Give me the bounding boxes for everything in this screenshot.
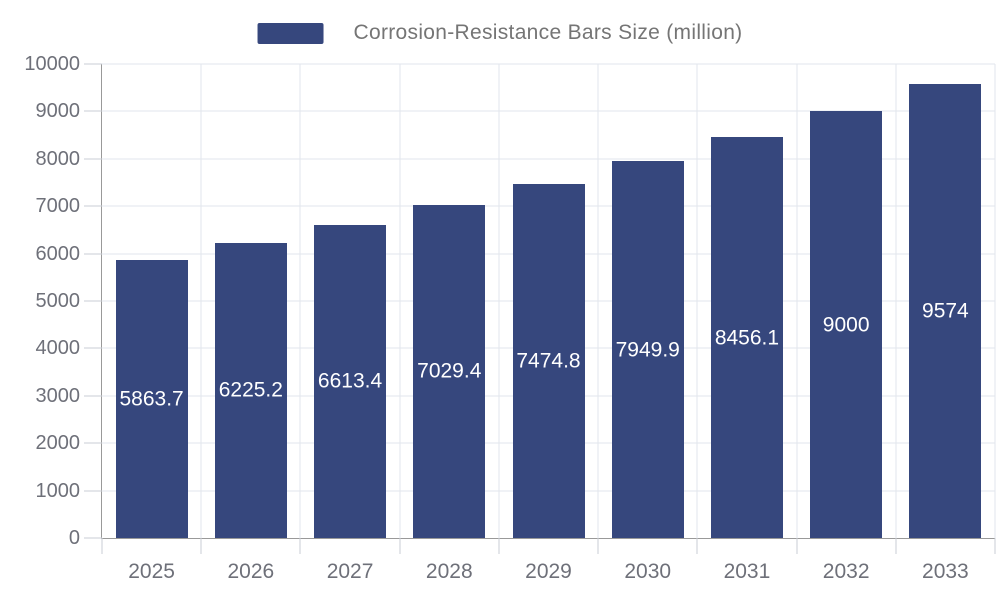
v-gridline	[597, 64, 599, 538]
y-tick	[84, 110, 102, 112]
x-tick-label: 2029	[525, 560, 572, 583]
x-tick	[696, 538, 698, 554]
v-gridline	[498, 64, 500, 538]
x-tick	[399, 538, 401, 554]
x-tick	[994, 538, 996, 554]
x-tick-label: 2032	[822, 560, 870, 583]
y-tick-label: 8000	[35, 147, 81, 170]
y-tick	[84, 490, 102, 492]
y-tick-label: 5000	[35, 290, 81, 312]
x-tick	[498, 538, 500, 554]
x-tick	[101, 538, 103, 554]
x-tick	[200, 538, 202, 554]
bar: 7029.4	[413, 204, 486, 538]
y-tick	[84, 253, 102, 255]
plot-area: 0 1000 2000 3000 4000 5000 6000 7000 8000 9000 100…	[24, 54, 996, 582]
y-tick	[84, 537, 102, 539]
v-gridline	[299, 64, 301, 538]
v-gridline	[399, 64, 401, 538]
y-tick-label: 3000	[35, 384, 81, 407]
bar-value-label: 6613.4	[317, 369, 383, 393]
v-gridline	[994, 64, 996, 538]
y-tick	[84, 442, 102, 444]
bar-value-label: 9574	[922, 299, 969, 323]
bar: 6225.2	[214, 242, 287, 538]
bar: 6613.4	[314, 224, 387, 538]
bar-value-label: 8456.1	[714, 326, 780, 350]
bar-value-label: 7474.8	[516, 349, 581, 373]
y-tick-label: 9000	[35, 100, 81, 123]
bar: 9000	[810, 111, 883, 538]
bar: 7474.8	[512, 183, 585, 538]
bar: 8456.1	[710, 137, 783, 538]
y-tick	[84, 395, 102, 397]
bar-value-label: 6225.2	[218, 378, 283, 402]
x-tick-label: 2033	[922, 560, 969, 583]
y-tick	[84, 300, 102, 302]
legend-label: Corrosion-Resistance Bars Size (million)	[353, 21, 743, 44]
y-tick-label: 4000	[35, 337, 81, 360]
x-tick-label: 2030	[624, 560, 672, 583]
v-gridline	[696, 64, 698, 538]
y-tick-label: 10000	[24, 53, 80, 75]
y-tick-label: 1000	[35, 479, 81, 502]
y-tick-label: 0	[68, 527, 80, 549]
x-tick-label: 2031	[723, 560, 771, 583]
y-tick	[84, 205, 102, 207]
x-tick-label: 2026	[227, 560, 275, 583]
y-tick	[84, 63, 102, 65]
y-tick-label: 7000	[35, 195, 81, 218]
x-tick-label: 2027	[326, 560, 374, 583]
h-gridline	[102, 63, 995, 65]
bar: 5863.7	[115, 260, 188, 538]
bar-value-label: 7029.4	[417, 359, 482, 383]
y-tick	[84, 158, 102, 160]
h-gridline	[102, 110, 995, 112]
x-tick-label: 2028	[425, 560, 473, 583]
bar: 7949.9	[611, 161, 684, 538]
legend-swatch-icon	[257, 22, 324, 44]
bar-value-label: 5863.7	[119, 387, 184, 411]
bar-value-label: 7949.9	[615, 338, 680, 362]
bar: 9574	[909, 84, 982, 538]
v-gridline	[796, 64, 798, 538]
x-tick	[299, 538, 301, 554]
v-gridline	[895, 64, 897, 538]
x-tick-label: 2025	[128, 560, 175, 583]
v-gridline	[200, 64, 202, 538]
x-tick	[597, 538, 599, 554]
x-tick	[895, 538, 897, 554]
y-tick-label: 2000	[35, 432, 81, 455]
x-tick	[796, 538, 798, 554]
legend[interactable]: Corrosion-Resistance Bars Size (million)	[257, 21, 743, 45]
bar-value-label: 9000	[822, 313, 870, 337]
y-tick-label: 6000	[35, 242, 81, 265]
h-gridline	[102, 158, 995, 160]
y-tick	[84, 347, 102, 349]
